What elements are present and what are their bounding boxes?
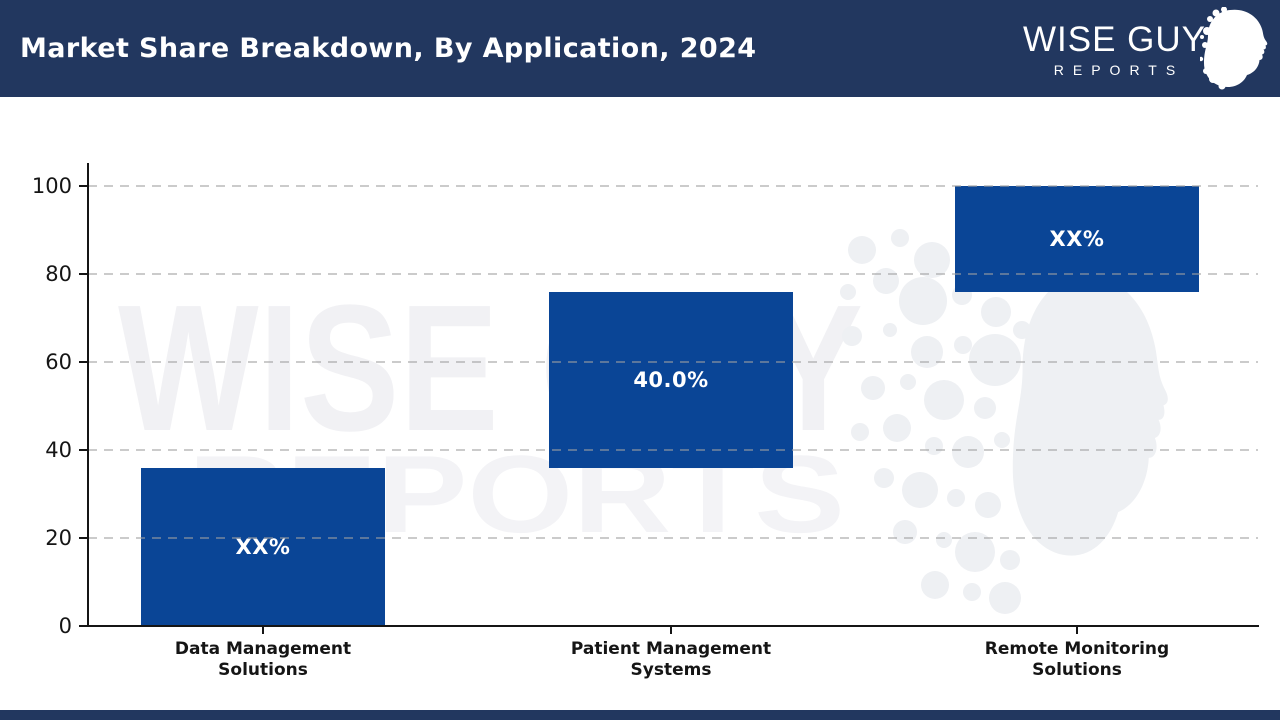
y-axis-tick-label: 80 [45, 262, 72, 286]
x-category-label-line: Data Management [174, 639, 352, 659]
y-axis-tick-label: 0 [58, 614, 72, 638]
x-category-label: Remote Monitoring Solutions [897, 639, 1257, 681]
gridline [88, 273, 1258, 275]
y-axis-line [87, 163, 89, 627]
footer-bar [0, 710, 1280, 720]
gridline [88, 449, 1258, 451]
brand-face-icon [1200, 7, 1268, 90]
header-bar: Market Share Breakdown, By Application, … [0, 0, 1280, 97]
bar: XX% [955, 186, 1199, 292]
y-axis-tick [79, 625, 87, 627]
gridline [88, 361, 1258, 363]
page-title: Market Share Breakdown, By Application, … [20, 33, 757, 64]
y-axis-tick [79, 449, 87, 451]
bar: 40.0% [549, 291, 793, 468]
x-axis-tick [1076, 627, 1078, 634]
x-category-label-line: Patient Management [570, 639, 772, 659]
x-category-label-line: Solutions [1032, 660, 1122, 680]
y-axis-tick [79, 273, 87, 275]
x-axis-tick [262, 627, 264, 634]
gridline [88, 537, 1258, 539]
bar-value-label: XX% [1049, 226, 1105, 251]
brand-sub: REPORTS [1053, 62, 1185, 78]
brand-text: WISE GUY REPORTS [1023, 20, 1206, 78]
x-axis-tick [670, 627, 672, 634]
x-category-label: Data Management Solutions [83, 639, 443, 681]
y-axis-tick-label: 60 [45, 350, 72, 374]
bar-value-label: 40.0% [633, 367, 709, 392]
y-axis-tick [79, 185, 87, 187]
brand-logo: WISE GUY REPORTS [1023, 5, 1270, 93]
gridline [88, 185, 1258, 187]
y-axis-tick-label: 40 [45, 438, 72, 462]
y-axis-tick-label: 20 [45, 526, 72, 550]
x-axis-line [87, 625, 1259, 627]
watermark-face-icon [1012, 275, 1168, 556]
y-axis-tick [79, 361, 87, 363]
brand-name: WISE GUY [1022, 20, 1206, 59]
y-axis-tick [79, 537, 87, 539]
bar: XX% [141, 467, 385, 626]
x-category-label: Patient Management Systems [491, 639, 851, 681]
x-category-label-line: Solutions [218, 660, 308, 680]
x-category-label-line: Remote Monitoring [984, 639, 1170, 659]
y-axis-tick-label: 100 [31, 174, 72, 198]
x-category-label-line: Systems [630, 660, 712, 680]
